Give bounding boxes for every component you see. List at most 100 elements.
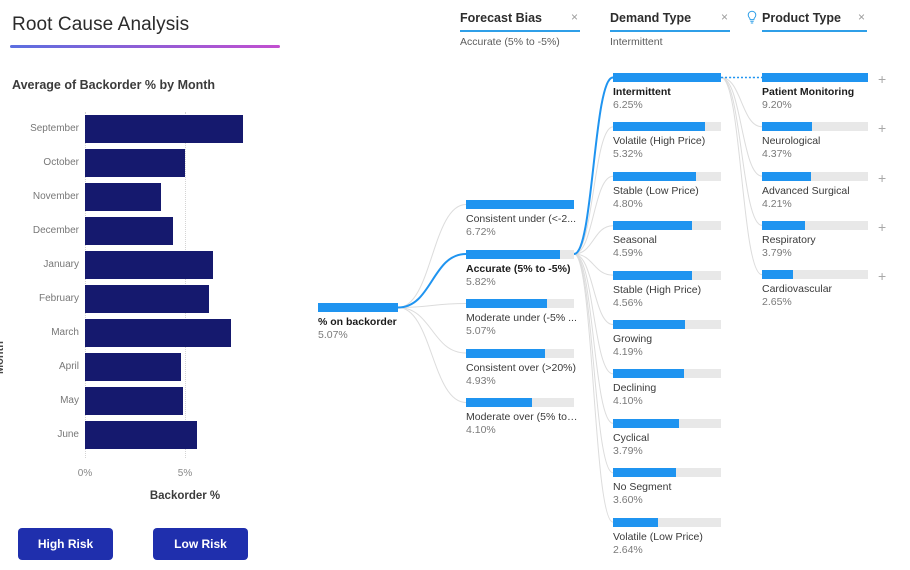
expand-node-icon[interactable]: + <box>878 268 887 285</box>
node-label: Cyclical <box>613 431 650 444</box>
tree-node-demand_type[interactable]: Cyclical 3.79% <box>613 418 725 458</box>
bar[interactable] <box>85 387 183 415</box>
expand-node-icon[interactable]: + <box>878 120 887 137</box>
bar-category-label: September <box>30 123 79 134</box>
bar-row[interactable]: November <box>0 180 290 214</box>
low-risk-button[interactable]: Low Risk <box>153 528 248 560</box>
tree-connector <box>720 77 763 226</box>
node-bar-fill <box>466 249 560 259</box>
filter-header: Product Type × <box>745 8 867 27</box>
backorder-by-month-bar-chart: Month Backorder % 0% 5% September October N… <box>0 104 290 504</box>
node-label: Stable (Low Price) <box>613 184 699 197</box>
bar-row[interactable]: February <box>0 282 290 316</box>
tree-connector <box>397 253 467 309</box>
tree-node-product_type[interactable]: Advanced Surgical 4.21% <box>762 171 868 211</box>
bar[interactable] <box>85 183 161 211</box>
tree-node-product_type[interactable]: Neurological 4.37% <box>762 122 868 161</box>
node-bar-fill <box>762 122 812 132</box>
close-icon[interactable]: × <box>720 10 728 24</box>
tree-node-forecast_bias[interactable]: Consistent under (<-2... 6.72% <box>466 200 578 239</box>
bar-row[interactable]: May <box>0 384 290 418</box>
title-underline-accent <box>10 45 280 48</box>
bar[interactable] <box>85 421 197 449</box>
tree-connector <box>573 76 614 255</box>
bar-row[interactable]: June <box>0 418 290 452</box>
node-value: 4.19% <box>613 346 643 358</box>
filter-underline <box>460 30 580 32</box>
close-icon[interactable]: × <box>570 10 578 24</box>
tree-node-demand_type[interactable]: Growing 4.19% <box>613 320 725 359</box>
tree-node-demand_type[interactable]: Volatile (Low Price) 2.64% <box>613 517 725 557</box>
node-value: 3.79% <box>613 444 643 457</box>
filter-title: Demand Type <box>610 10 692 25</box>
node-value: 3.79% <box>762 246 792 259</box>
tree-node-forecast_bias[interactable]: Accurate (5% to -5%) 5.82% <box>466 249 578 289</box>
bar[interactable] <box>85 217 173 245</box>
filter-title: Forecast Bias <box>460 10 542 25</box>
tree-node-forecast_bias[interactable]: Consistent over (>20%) 4.93% <box>466 348 578 388</box>
bar-category-label: June <box>57 429 79 440</box>
node-bar-track <box>762 122 868 132</box>
bar-row[interactable]: April <box>0 350 290 384</box>
bar[interactable] <box>85 149 185 177</box>
node-bar-track <box>613 73 721 82</box>
node-bar-track <box>762 220 868 230</box>
node-value: 4.21% <box>762 197 792 210</box>
bar-category-label: May <box>60 395 79 406</box>
tree-node-demand_type[interactable]: Volatile (High Price) 5.32% <box>613 122 725 161</box>
filter-chip-demand-type[interactable]: Demand Type × Intermittent <box>610 8 730 48</box>
tree-connector <box>573 126 614 255</box>
expand-node-icon[interactable]: + <box>878 218 887 235</box>
tree-node-demand_type[interactable]: Seasonal 4.59% <box>613 221 725 260</box>
bar-row[interactable]: October <box>0 146 290 180</box>
bar-row[interactable]: March <box>0 316 290 350</box>
tree-node-product_type[interactable]: Respiratory 3.79% <box>762 220 868 260</box>
node-bar-fill <box>613 73 721 82</box>
bar-row[interactable]: September <box>0 112 290 146</box>
bar[interactable] <box>85 251 213 279</box>
tree-node-demand_type[interactable]: Stable (High Price) 4.56% <box>613 270 725 310</box>
node-label: Respiratory <box>762 233 816 246</box>
tree-node-demand_type[interactable]: Stable (Low Price) 4.80% <box>613 171 725 211</box>
node-bar-track <box>613 122 721 132</box>
bar-row[interactable]: January <box>0 248 290 282</box>
tree-node-demand_type[interactable]: No Segment 3.60% <box>613 468 725 507</box>
node-value: 2.64% <box>613 543 643 556</box>
tree-connector <box>573 253 614 325</box>
tree-node-product_type[interactable]: Patient Monitoring 9.20% <box>762 73 868 112</box>
tree-node-demand_type[interactable]: Declining 4.10% <box>613 369 725 408</box>
bar[interactable] <box>85 285 209 313</box>
bar-row[interactable]: December <box>0 214 290 248</box>
node-bar-fill <box>613 122 705 132</box>
node-bar-track <box>613 369 721 379</box>
high-risk-button[interactable]: High Risk <box>18 528 113 560</box>
tree-connector <box>573 253 614 474</box>
node-bar-fill <box>613 171 697 181</box>
tree-node-product_type[interactable]: Cardiovascular 2.65% <box>762 270 868 309</box>
node-bar-track <box>613 171 721 181</box>
node-label: Consistent under (<-2... <box>466 213 577 225</box>
filter-header: Forecast Bias × <box>460 8 580 27</box>
tree-node-forecast_bias[interactable]: Moderate under (-5% ... 5.07% <box>466 299 578 338</box>
filter-chip-product-type[interactable]: Product Type × <box>745 8 867 48</box>
node-bar-track <box>466 249 574 259</box>
node-label: Consistent over (>20%) <box>466 361 577 374</box>
tree-node-forecast_bias[interactable]: Moderate over (5% to ... 4.10% <box>466 398 578 437</box>
bar[interactable] <box>85 353 181 381</box>
expand-node-icon[interactable]: + <box>878 71 887 87</box>
tree-connector <box>573 253 614 523</box>
node-bar-track <box>762 270 868 280</box>
node-value: 4.80% <box>613 197 643 210</box>
bar[interactable] <box>85 319 231 347</box>
filter-underline <box>762 30 867 32</box>
node-label: Neurological <box>762 135 821 148</box>
tree-node-root[interactable]: % on backorder 5.07% <box>318 303 438 342</box>
bar[interactable] <box>85 115 243 143</box>
close-icon[interactable]: × <box>857 10 865 24</box>
node-label: No Segment <box>613 481 672 494</box>
bar-category-label: October <box>43 157 79 168</box>
node-label: Cardiovascular <box>762 283 833 296</box>
filter-chip-forecast-bias[interactable]: Forecast Bias × Accurate (5% to -5%) <box>460 8 580 48</box>
expand-node-icon[interactable]: + <box>878 169 887 186</box>
tree-node-demand_type[interactable]: Intermittent 6.25% <box>613 73 725 112</box>
